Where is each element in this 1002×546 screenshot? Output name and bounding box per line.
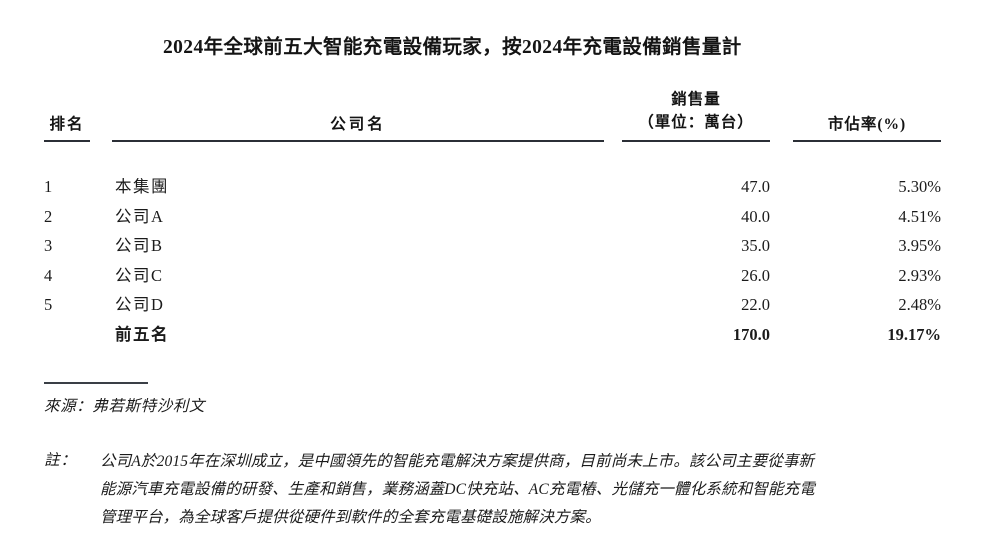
footnote-line: 公司A於2015年在深圳成立，是中國領先的智能充電解決方案提供商，目前尚未上市。… bbox=[100, 453, 815, 470]
column-header-company: 公司名 bbox=[330, 116, 386, 133]
footnote-label: 註： bbox=[44, 452, 78, 469]
column-header-sales-line1: 銷售量 bbox=[671, 91, 721, 108]
table-total-row: 前五名 170.0 19.17% bbox=[44, 320, 944, 350]
ranking-table: 排名 公司名 銷售量 （單位：萬台） 市佔率(%) 1 本集團 47.0 5.3… bbox=[44, 90, 944, 349]
cell-sales: 22.0 bbox=[741, 295, 770, 314]
cell-rank: 4 bbox=[44, 265, 53, 285]
column-header-sales-line2: （單位：萬台） bbox=[638, 114, 754, 131]
table-row: 5 公司D 22.0 2.48% bbox=[44, 290, 944, 320]
table-body: 1 本集團 47.0 5.30% 2 公司A 40.0 4.51% 3 公司B … bbox=[44, 172, 944, 349]
cell-company: 公司B bbox=[115, 236, 164, 255]
column-header-market-share: 市佔率(%) bbox=[827, 116, 907, 133]
table-row: 2 公司A 40.0 4.51% bbox=[44, 202, 944, 232]
cell-market-share: 2.93% bbox=[898, 265, 941, 285]
column-header-rank: 排名 bbox=[49, 116, 85, 133]
cell-company: 公司D bbox=[115, 295, 165, 314]
footnote-body: 公司A於2015年在深圳成立，是中國領先的智能充電解決方案提供商，目前尚未上市。… bbox=[100, 448, 950, 532]
cell-rank: 2 bbox=[44, 206, 53, 226]
footnote-block: 註： 公司A於2015年在深圳成立，是中國領先的智能充電解決方案提供商，目前尚未… bbox=[44, 448, 950, 532]
cell-rank: 1 bbox=[44, 177, 53, 196]
cell-company: 本集團 bbox=[115, 177, 169, 196]
cell-market-share: 2.48% bbox=[898, 295, 941, 314]
table-row: 3 公司B 35.0 3.95% bbox=[44, 231, 944, 261]
footnote-line: 能源汽車充電設備的研發、生產和銷售，業務涵蓋DC快充站、AC充電樁、光儲充一體化… bbox=[100, 481, 815, 498]
cell-market-share: 4.51% bbox=[898, 206, 941, 226]
cell-sales: 26.0 bbox=[741, 265, 770, 285]
header-rule-rank bbox=[44, 139, 90, 142]
cell-total-sales: 170.0 bbox=[732, 324, 770, 344]
source-block: 來源：弗若斯特沙利文 bbox=[44, 382, 944, 416]
header-rule-market-share bbox=[793, 139, 941, 142]
header-rule-company bbox=[112, 139, 604, 142]
footnote-line: 管理平台，為全球客戶提供從硬件到軟件的全套充電基礎設施解決方案。 bbox=[100, 509, 601, 526]
cell-total-label: 前五名 bbox=[115, 324, 169, 344]
table-header-row: 排名 公司名 銷售量 （單位：萬台） 市佔率(%) bbox=[44, 90, 944, 142]
cell-sales: 40.0 bbox=[741, 206, 770, 226]
cell-market-share: 3.95% bbox=[898, 236, 941, 255]
header-rule-sales bbox=[622, 139, 770, 142]
source-divider bbox=[44, 382, 148, 384]
cell-rank: 5 bbox=[44, 295, 53, 314]
table-row: 4 公司C 26.0 2.93% bbox=[44, 261, 944, 291]
cell-rank: 3 bbox=[44, 236, 53, 255]
page-title: 2024年全球前五大智能充電設備玩家，按2024年充電設備銷售量計 bbox=[163, 37, 742, 58]
cell-sales: 35.0 bbox=[741, 236, 770, 255]
table-row: 1 本集團 47.0 5.30% bbox=[44, 172, 944, 202]
column-header-sales: 銷售量 （單位：萬台） bbox=[622, 88, 770, 134]
cell-company: 公司A bbox=[115, 206, 165, 226]
cell-market-share: 5.30% bbox=[898, 177, 941, 196]
cell-sales: 47.0 bbox=[741, 177, 770, 196]
source-text: 來源：弗若斯特沙利文 bbox=[44, 397, 206, 415]
cell-company: 公司C bbox=[115, 265, 164, 285]
cell-total-market-share: 19.17% bbox=[887, 324, 941, 344]
